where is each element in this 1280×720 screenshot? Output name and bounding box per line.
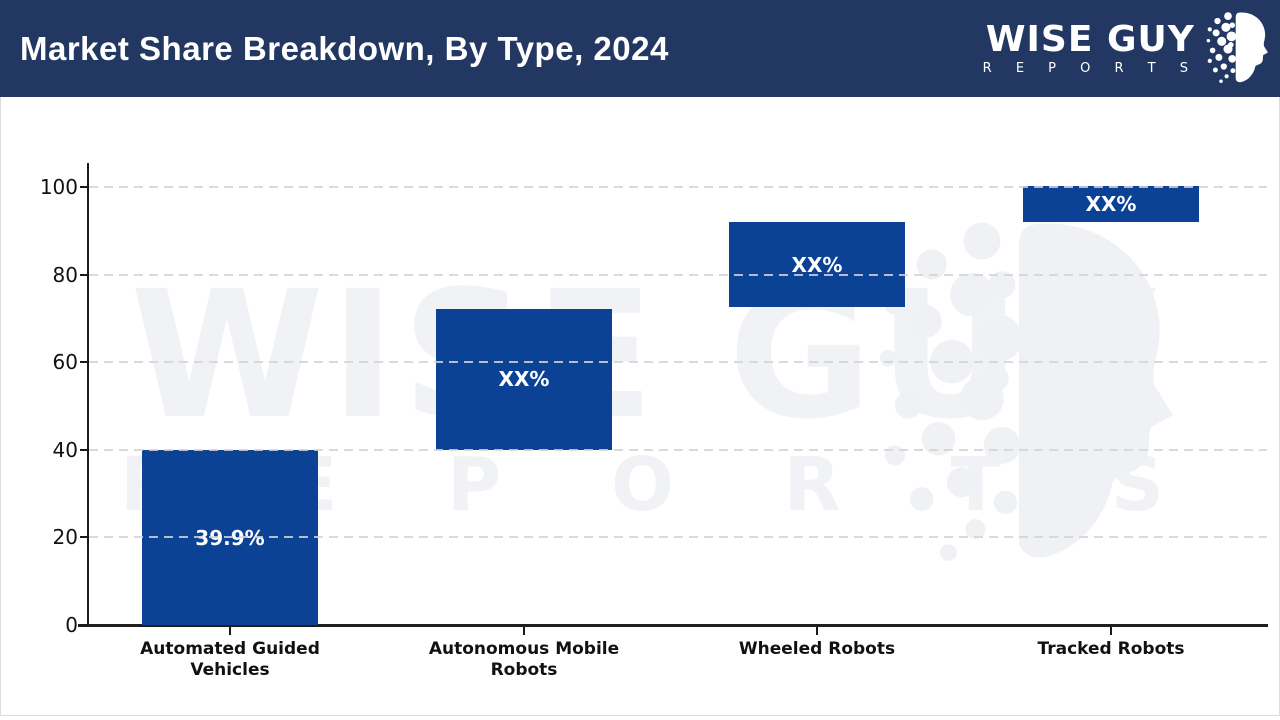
header-bar: Market Share Breakdown, By Type, 2024 WI…: [0, 0, 1280, 97]
y-axis-tick-label: 80: [52, 262, 78, 287]
bar-value-label: XX%: [498, 367, 550, 392]
gridline: [89, 273, 1267, 276]
chart-bar: XX%: [436, 308, 612, 451]
y-axis-line: [87, 163, 89, 626]
x-axis-category-label: Autonomous Mobile Robots: [428, 639, 620, 681]
logo-face-icon: [1206, 11, 1268, 83]
y-axis-tick: [80, 361, 88, 364]
x-axis-line: [78, 624, 1268, 627]
logo-text: WISE GUY R E P O R T S: [982, 18, 1198, 76]
x-axis-tick: [1110, 627, 1112, 635]
logo-subtext: R E P O R T S: [982, 60, 1198, 76]
x-axis-tick: [229, 627, 231, 635]
gridline: [89, 186, 1267, 188]
y-axis-tick: [80, 448, 88, 451]
logo-wordmark: WISE GUY: [985, 18, 1195, 60]
y-axis-tick-label: 60: [52, 350, 78, 375]
y-axis-tick-label: 0: [65, 613, 78, 637]
x-axis-tick: [816, 627, 818, 635]
gridline: [89, 448, 1267, 451]
bar-value-label: XX%: [1085, 192, 1137, 217]
x-axis-category-label: Automated Guided Vehicles: [140, 639, 320, 681]
y-axis-tick: [80, 273, 88, 276]
chart-bar: XX%: [1023, 186, 1199, 223]
y-axis-tick-label: 40: [52, 437, 78, 462]
x-axis-category-label: Wheeled Robots: [738, 639, 896, 659]
watermark-face-icon: [879, 222, 1173, 561]
x-axis-tick: [523, 627, 525, 635]
chart-bar: XX%: [729, 222, 905, 308]
y-axis-tick: [80, 624, 88, 626]
page-title: Market Share Breakdown, By Type, 2024: [20, 29, 669, 67]
y-axis-tick-label: 100: [39, 175, 78, 199]
y-axis-tick: [80, 536, 88, 539]
x-axis-category-label: Tracked Robots: [1037, 639, 1185, 659]
y-axis-tick-label: 20: [52, 525, 78, 550]
gridline: [89, 536, 1267, 539]
gridline: [89, 361, 1267, 364]
y-axis-tick: [80, 186, 88, 188]
bar-value-label: XX%: [791, 252, 843, 277]
wise-guy-logo: WISE GUY R E P O R T S: [983, 8, 1270, 90]
